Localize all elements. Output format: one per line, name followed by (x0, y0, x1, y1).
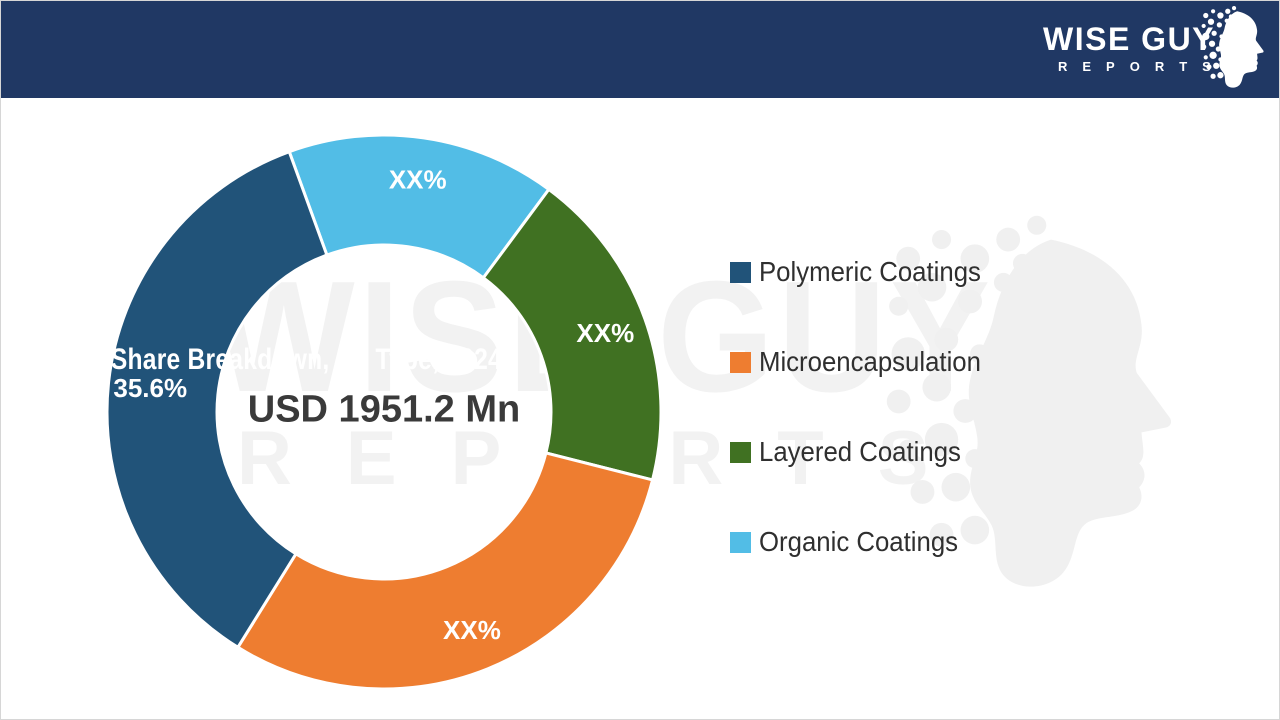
legend-swatch-polymeric-coatings (730, 261, 751, 283)
logo-subtitle: REPORTS (1058, 59, 1226, 74)
segment-label-organic-coatings: XX% (389, 164, 447, 194)
chart-legend: Polymeric Coatings Microencapsulation La… (730, 251, 1000, 611)
page-title: Market Share Breakdown, By Type, 2024 (23, 343, 502, 376)
logo-wordmark: WISE GUY (1043, 21, 1216, 57)
segment-label-polymeric-coatings: 35.6% (113, 373, 187, 403)
segment-label-microencapsulation: XX% (443, 615, 501, 645)
legend-label: Polymeric Coatings (759, 256, 981, 287)
legend-label: Microencapsulation (759, 346, 981, 377)
donut-segment-layered-coatings (481, 187, 663, 482)
wise-guy-reports-logo: WISE GUY REPORTS (1043, 21, 1226, 74)
logo-face-icon (1197, 5, 1269, 93)
legend-swatch-layered-coatings (730, 441, 751, 463)
segment-label-layered-coatings: XX% (576, 318, 634, 348)
legend-label: Organic Coatings (759, 526, 959, 557)
donut-segment-microencapsulation (235, 451, 655, 691)
legend-swatch-organic-coatings (730, 531, 751, 553)
chart-center-value: USD 1951.2 Mn (247, 388, 521, 431)
legend-item-polymeric-coatings: Polymeric Coatings (730, 251, 1000, 293)
legend-swatch-microencapsulation (730, 351, 751, 373)
header-bar (1, 1, 1279, 98)
donut-chart: XX% XX% XX% 35.6% (105, 133, 663, 691)
legend-item-layered-coatings: Layered Coatings (730, 431, 1000, 473)
legend-item-microencapsulation: Microencapsulation (730, 341, 1000, 383)
legend-label: Layered Coatings (759, 436, 961, 467)
legend-item-organic-coatings: Organic Coatings (730, 521, 1000, 563)
donut-segment-polymeric-coatings (105, 149, 329, 650)
